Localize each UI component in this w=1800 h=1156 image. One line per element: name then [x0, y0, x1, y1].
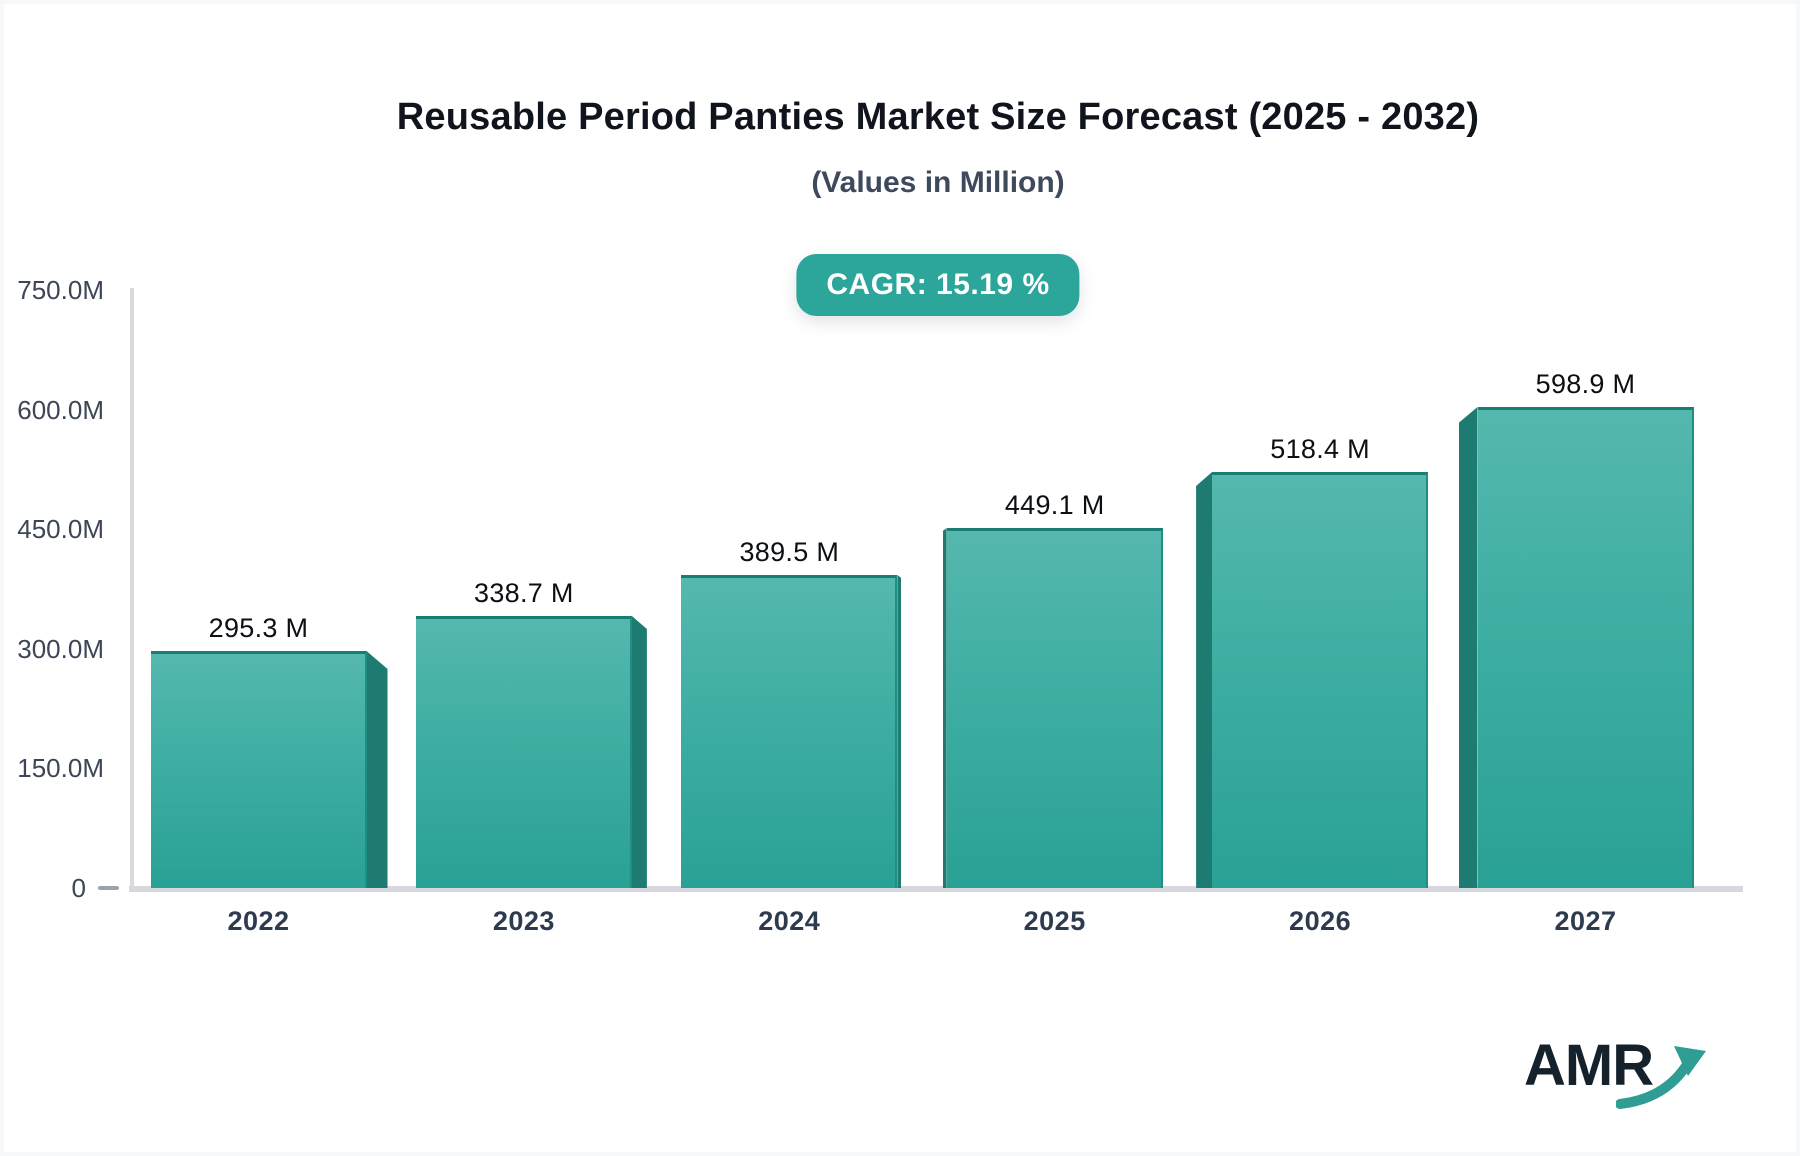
- y-tick-label: 150.0M: [17, 753, 104, 783]
- y-tick-label: 750.0M: [17, 275, 104, 305]
- bar-2025[interactable]: [946, 528, 1163, 888]
- logo-arrow-icon: [1616, 1046, 1706, 1109]
- y-tick-label: 600.0M: [17, 395, 104, 425]
- bar-side-2025: [942, 528, 947, 888]
- bar-value-2022: 295.3 M: [208, 613, 309, 643]
- x-tick-2023: 2023: [492, 906, 555, 936]
- x-tick-2025: 2025: [1023, 906, 1086, 936]
- bar-value-2023: 338.7 M: [474, 578, 574, 608]
- bar-2024[interactable]: [681, 575, 898, 888]
- x-axis-line: [129, 886, 1743, 892]
- bar-value-2026: 518.4 M: [1270, 434, 1370, 464]
- x-tick-2024: 2024: [758, 906, 821, 936]
- y-tick-label: 0: [71, 873, 86, 903]
- y-tick-label: 450.0M: [17, 514, 104, 544]
- zero-tick-mark: [98, 886, 119, 890]
- bar-2027[interactable]: [1477, 407, 1694, 888]
- x-tick-2027: 2027: [1554, 906, 1617, 936]
- bar-2022[interactable]: [150, 651, 367, 888]
- cagr-badge: CAGR: 15.19 %: [796, 254, 1080, 316]
- y-tick-label: 300.0M: [17, 634, 104, 664]
- bar-value-2027: 598.9 M: [1535, 369, 1636, 399]
- bar-side-2026: [1196, 472, 1213, 888]
- chart-subtitle: (Values in Million): [811, 166, 1065, 199]
- bar-2023[interactable]: [415, 616, 632, 888]
- x-tick-2026: 2026: [1289, 906, 1352, 936]
- bar-value-2024: 389.5 M: [739, 537, 840, 567]
- amr-logo-text: AMR: [1524, 1033, 1654, 1098]
- amr-logo: AMR: [1524, 1034, 1724, 1118]
- bar-side-2024: [897, 575, 902, 888]
- bar-2026[interactable]: [1212, 472, 1429, 888]
- bar-side-2027: [1458, 407, 1478, 888]
- bar-side-2022: [366, 651, 388, 888]
- bar-side-2023: [631, 616, 647, 888]
- y-axis-line: [130, 288, 134, 890]
- bar-value-2025: 449.1 M: [1004, 490, 1105, 520]
- x-tick-2022: 2022: [227, 906, 290, 936]
- chart-title: Reusable Period Panties Market Size Fore…: [396, 96, 1480, 138]
